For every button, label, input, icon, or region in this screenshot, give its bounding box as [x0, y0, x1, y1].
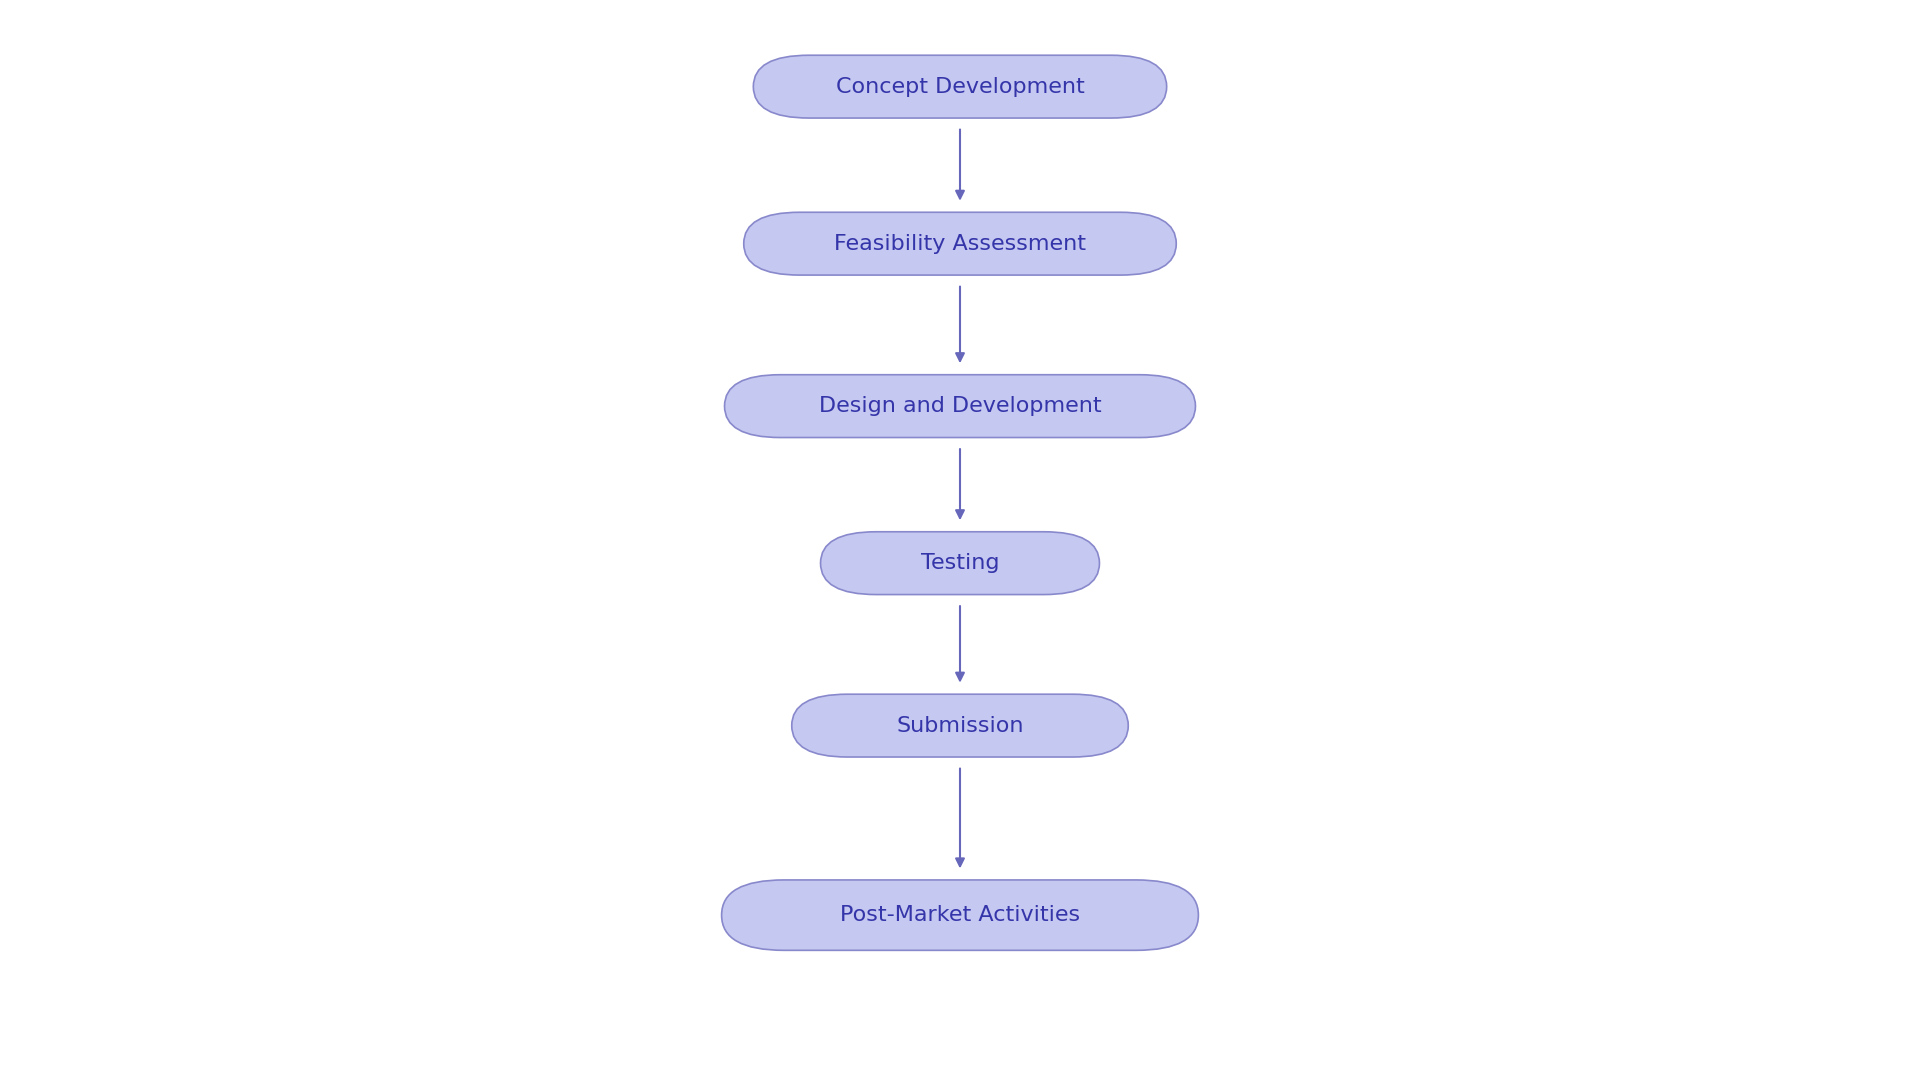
FancyBboxPatch shape — [724, 375, 1196, 438]
Text: Design and Development: Design and Development — [818, 396, 1102, 416]
FancyBboxPatch shape — [791, 694, 1129, 757]
Text: Concept Development: Concept Development — [835, 77, 1085, 96]
FancyBboxPatch shape — [753, 55, 1167, 118]
FancyBboxPatch shape — [820, 532, 1100, 595]
Text: Submission: Submission — [897, 716, 1023, 735]
Text: Testing: Testing — [922, 553, 998, 573]
Text: Post-Market Activities: Post-Market Activities — [839, 905, 1081, 925]
FancyBboxPatch shape — [743, 212, 1177, 275]
Text: Feasibility Assessment: Feasibility Assessment — [833, 234, 1087, 253]
FancyBboxPatch shape — [722, 879, 1198, 951]
